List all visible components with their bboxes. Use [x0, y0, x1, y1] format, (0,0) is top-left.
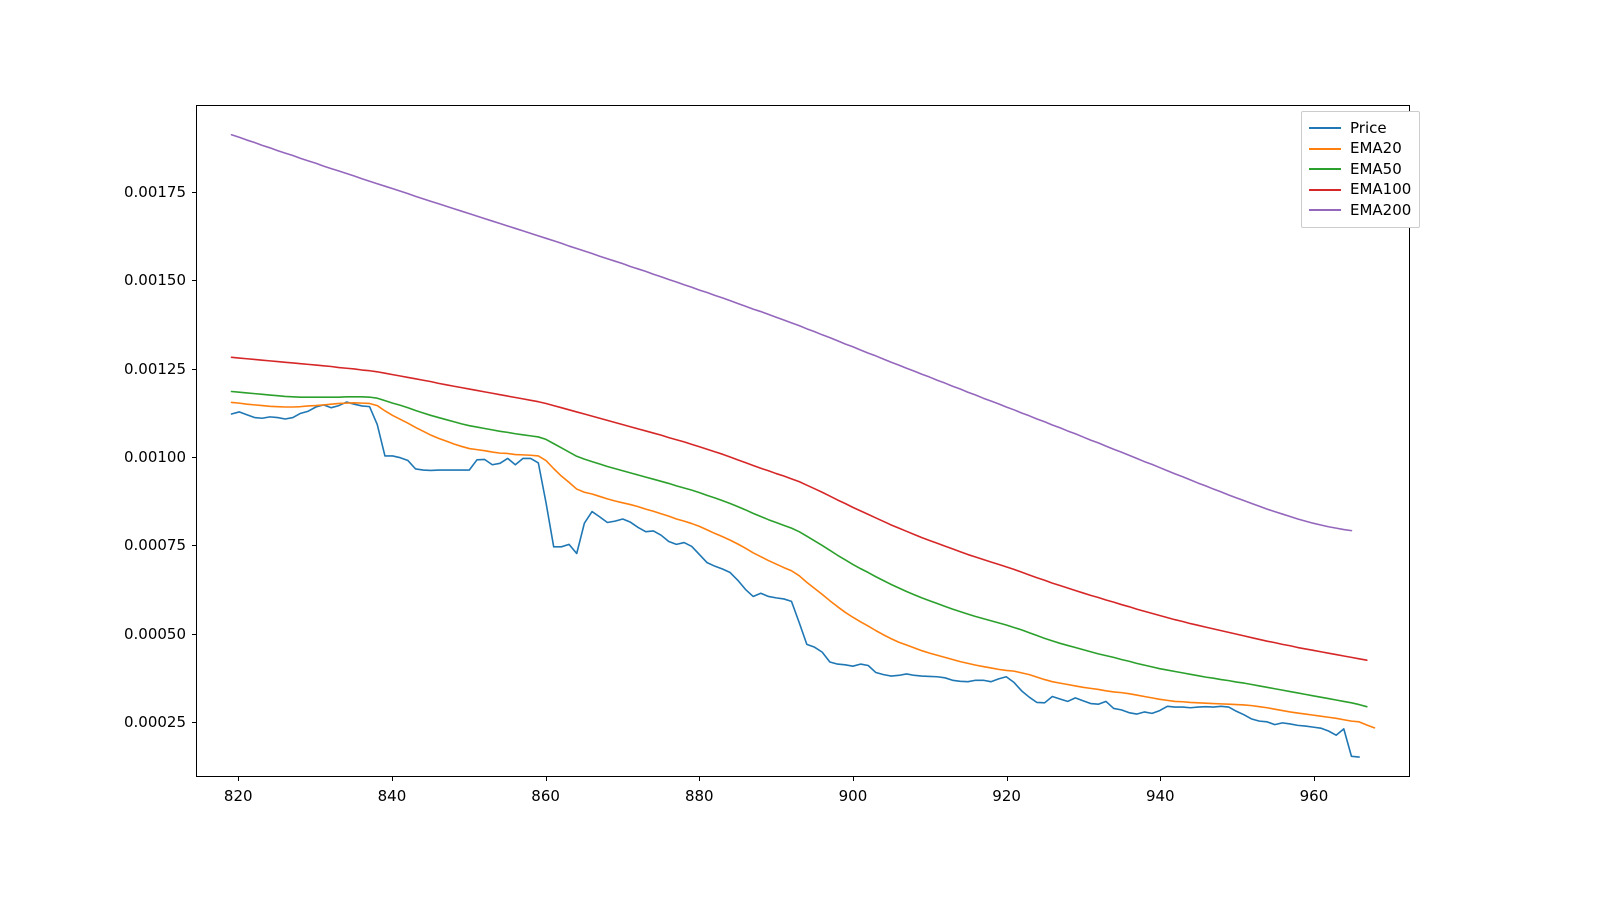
x-tick-mark — [1006, 777, 1008, 781]
legend-color-swatch — [1309, 168, 1341, 171]
x-tick-label: 920 — [992, 787, 1021, 805]
legend-label: EMA200 — [1350, 200, 1412, 219]
series-line-ema20 — [230, 401, 1376, 729]
series-line-ema100 — [230, 356, 1368, 662]
legend-item-ema50[interactable]: EMA50 — [1309, 159, 1411, 180]
legend-color-swatch — [1309, 147, 1341, 150]
y-tick-mark — [192, 457, 196, 459]
x-tick-mark — [852, 777, 854, 781]
legend-label: EMA50 — [1350, 159, 1402, 178]
legend-item-ema100[interactable]: EMA100 — [1309, 180, 1411, 201]
y-tick-mark — [192, 721, 196, 723]
x-tick-mark — [699, 777, 701, 781]
x-tick-mark — [1313, 777, 1315, 781]
plot-area — [196, 105, 1410, 777]
y-tick-label: 0.00175 — [123, 183, 186, 202]
y-tick-mark — [192, 545, 196, 547]
y-tick-mark — [192, 280, 196, 282]
legend-item-ema20[interactable]: EMA20 — [1309, 139, 1411, 160]
legend-label: Price — [1350, 118, 1387, 137]
series-line-ema200 — [230, 133, 1353, 532]
y-tick-mark — [192, 192, 196, 194]
legend-color-swatch — [1309, 209, 1341, 212]
x-tick-label: 940 — [1145, 787, 1175, 805]
x-tick-mark — [391, 777, 393, 781]
plot-lines — [230, 133, 1376, 758]
y-tick-label: 0.00075 — [123, 536, 186, 555]
x-tick-mark — [545, 777, 547, 781]
x-tick-label: 840 — [377, 787, 407, 805]
y-tick-label: 0.00125 — [123, 359, 186, 378]
x-tick-label: 880 — [684, 787, 714, 805]
y-tick-mark — [192, 633, 196, 635]
y-tick-label: 0.00100 — [123, 448, 186, 467]
legend-label: EMA100 — [1350, 180, 1412, 199]
chart-legend: Price EMA20 EMA50 EMA100 EMA200 — [1301, 111, 1421, 228]
legend-color-swatch — [1309, 127, 1341, 130]
x-tick-label: 900 — [838, 787, 868, 805]
x-tick-label: 960 — [1299, 787, 1329, 805]
legend-item-price[interactable]: Price — [1309, 118, 1411, 139]
y-tick-label: 0.00150 — [123, 271, 186, 290]
series-line-ema50 — [230, 390, 1368, 708]
y-tick-label: 0.00025 — [123, 712, 186, 731]
y-tick-label: 0.00050 — [123, 624, 186, 643]
series-line-price — [230, 401, 1360, 758]
y-tick-mark — [192, 368, 196, 370]
legend-label: EMA20 — [1350, 139, 1402, 158]
legend-item-ema200[interactable]: EMA200 — [1309, 200, 1411, 221]
legend-color-swatch — [1309, 188, 1341, 191]
x-tick-label: 860 — [531, 787, 560, 805]
x-tick-mark — [1160, 777, 1162, 781]
x-tick-label: 820 — [223, 787, 253, 805]
x-tick-mark — [238, 777, 240, 781]
